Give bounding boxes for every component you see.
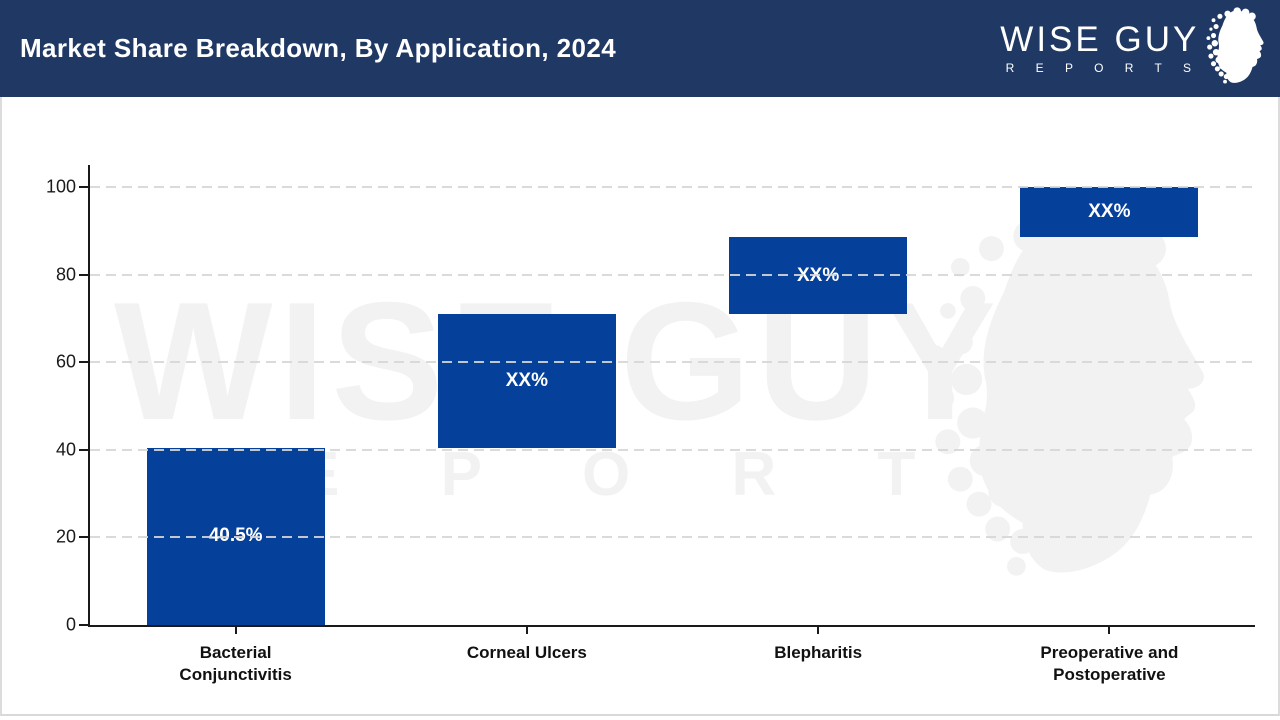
brand-subtitle: R E P O R T S xyxy=(1005,61,1200,75)
bar-corneal-ulcers: XX% xyxy=(437,313,616,448)
y-axis-tick-80 xyxy=(79,273,88,276)
page-title: Market Share Breakdown, By Application, … xyxy=(20,33,617,63)
bar-bacterial-conjunctivitis: 40.5% xyxy=(146,447,325,625)
gridline-40 xyxy=(90,448,1255,451)
category-label-bacterial-conjunctivitis: Bacterial Conjunctivitis xyxy=(179,643,292,685)
gridline-100 xyxy=(90,185,1255,188)
brand-logo: WISE GUY R E P O R T S xyxy=(1000,6,1266,91)
gridline-60 xyxy=(90,361,1255,364)
x-axis-tick-corneal-ulcers xyxy=(525,625,528,634)
head-profile-icon xyxy=(1206,6,1264,84)
bar-value-label: XX% xyxy=(1088,201,1131,223)
bar-value-label: 40.5% xyxy=(208,525,263,547)
y-axis-tick-100 xyxy=(79,185,88,188)
bar-preoperative-and-postoperative: XX% xyxy=(1020,186,1199,238)
x-axis-line xyxy=(88,625,1255,627)
plot-area: 0 20 40 60 80 100 40.5% Bacterial Conjunctiviti… xyxy=(46,165,1255,684)
bar-blepharitis: XX% xyxy=(729,237,908,314)
bar-value-label: XX% xyxy=(505,369,548,391)
bar-value-label: XX% xyxy=(797,264,840,286)
y-axis-tick-20 xyxy=(79,536,88,539)
category-label-blepharitis: Blepharitis xyxy=(774,643,863,662)
brand-logo-text: WISE GUY R E P O R T S xyxy=(1000,22,1200,75)
x-axis-tick-blepharitis xyxy=(817,625,820,634)
y-tick-label-0: 0 xyxy=(65,614,76,635)
y-axis-line xyxy=(88,165,90,627)
header-bar: Market Share Breakdown, By Application, … xyxy=(0,0,1280,97)
category-label-preoperative-and-postoperative: Preoperative and Postoperative xyxy=(1040,643,1179,685)
y-tick-label-80: 80 xyxy=(55,264,76,285)
y-tick-label-60: 60 xyxy=(55,351,76,372)
y-tick-label-20: 20 xyxy=(55,526,76,547)
y-axis-tick-0 xyxy=(79,624,88,626)
x-axis-tick-bacterial-conjunctivitis xyxy=(234,625,237,634)
y-tick-label-40: 40 xyxy=(55,439,76,460)
y-axis-tick-60 xyxy=(79,361,88,364)
brand-name: WISE GUY xyxy=(1000,20,1200,59)
chart-area: WISE GUY R E P O R T S 02040608010040.5%… xyxy=(0,97,1280,716)
category-label-corneal-ulcers: Corneal Ulcers xyxy=(466,643,587,662)
x-axis-tick-preoperative-and-postoperative xyxy=(1108,625,1111,634)
y-tick-label-100: 100 xyxy=(45,176,76,197)
gridline-20 xyxy=(90,536,1255,539)
gridline-80 xyxy=(90,273,1255,276)
y-axis-tick-40 xyxy=(79,448,88,451)
